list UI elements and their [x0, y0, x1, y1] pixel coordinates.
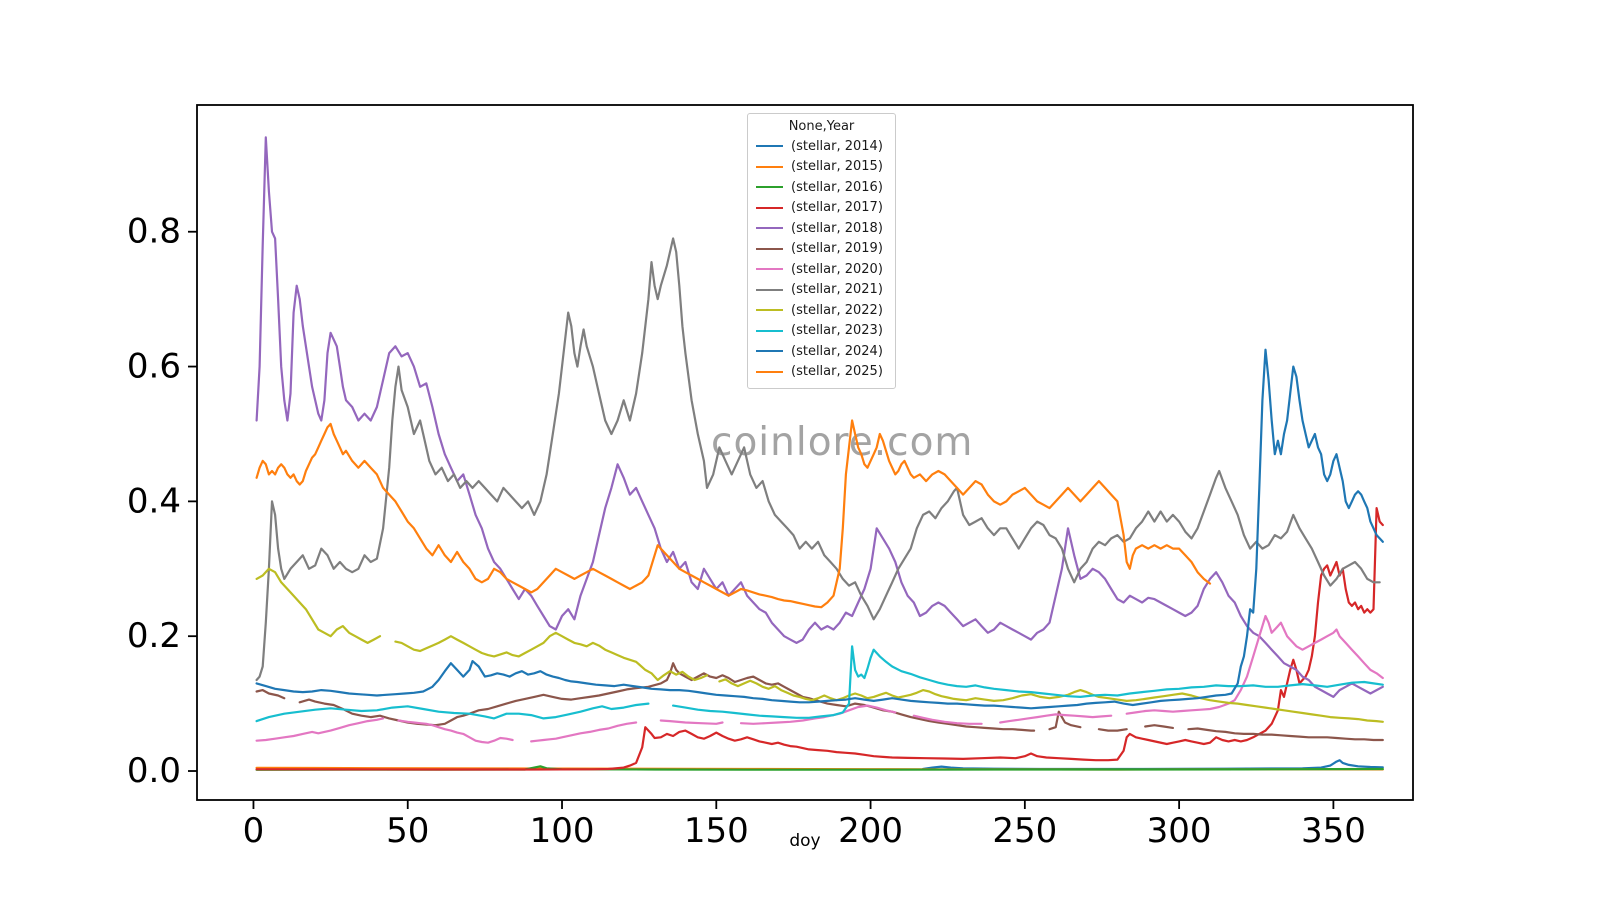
legend-label-stellar-2018: (stellar, 2018): [791, 220, 883, 236]
y-tick-label: 0.6: [127, 347, 181, 387]
series-group: [255, 136, 1384, 771]
legend-label-stellar-2016: (stellar, 2016): [791, 179, 883, 195]
legend-item-stellar-2020: (stellar, 2020): [756, 259, 887, 280]
x-tick-label: 100: [530, 811, 595, 851]
x-tick-label: 250: [992, 811, 1057, 851]
x-tick-label: 150: [684, 811, 749, 851]
legend-label-stellar-2021: (stellar, 2021): [791, 282, 883, 298]
legend-swatch-stellar-2025: [756, 370, 783, 373]
x-tick-label: 300: [1147, 811, 1212, 851]
legend-swatch-stellar-2019: [756, 247, 783, 250]
series-line-stellar-2014: [921, 759, 1384, 771]
series-line-stellar-2022: [255, 567, 1384, 723]
legend-swatch-stellar-2021: [756, 288, 783, 291]
y-tick-label: 0.4: [127, 481, 181, 521]
legend-swatch-stellar-2020: [756, 268, 783, 271]
legend-label-stellar-2020: (stellar, 2020): [791, 261, 883, 277]
legend-label-stellar-2017: (stellar, 2017): [791, 200, 883, 216]
series-line-stellar-2017: [255, 507, 1384, 771]
legend-item-stellar-2016: (stellar, 2016): [756, 177, 887, 198]
legend-item-stellar-2025: (stellar, 2025): [756, 362, 887, 383]
series-line-stellar-2020: [255, 614, 1384, 744]
series-line-stellar-2021: [255, 237, 1381, 682]
x-tick-label: 50: [386, 811, 429, 851]
legend-swatch-stellar-2018: [756, 227, 783, 230]
legend-swatch-stellar-2017: [756, 206, 783, 209]
x-tick-label: 200: [838, 811, 903, 851]
legend-swatch-stellar-2024: [756, 350, 783, 353]
series-line-stellar-2018: [255, 136, 1384, 698]
legend-items: (stellar, 2014) (stellar, 2015) (stellar, …: [756, 136, 887, 382]
y-tick-label: 0.8: [127, 212, 181, 252]
legend-swatch-stellar-2014: [756, 145, 783, 148]
series-line-stellar-2019: [255, 662, 1384, 742]
legend-swatch-stellar-2022: [756, 309, 783, 312]
legend: None,Year (stellar, 2014) (stellar, 2015)…: [747, 113, 896, 389]
legend-label-stellar-2022: (stellar, 2022): [791, 302, 883, 318]
legend-item-stellar-2021: (stellar, 2021): [756, 280, 887, 301]
legend-label-stellar-2015: (stellar, 2015): [791, 159, 883, 175]
legend-item-stellar-2014: (stellar, 2014): [756, 136, 887, 157]
legend-item-stellar-2022: (stellar, 2022): [756, 300, 887, 321]
legend-label-stellar-2025: (stellar, 2025): [791, 364, 883, 380]
y-tick-label: 0.2: [127, 616, 181, 656]
axes-spines: [196, 104, 1414, 801]
watermark: coinlore.com: [711, 420, 974, 465]
legend-label-stellar-2023: (stellar, 2023): [791, 323, 883, 339]
series-line-stellar-2025: [255, 419, 1212, 609]
legend-item-stellar-2015: (stellar, 2015): [756, 157, 887, 178]
series-line-stellar-2024: [255, 348, 1384, 710]
x-axis-label: doy: [789, 831, 821, 851]
legend-item-stellar-2023: (stellar, 2023): [756, 321, 887, 342]
y-tick-label: 0.0: [127, 751, 181, 791]
legend-title: None,Year: [788, 119, 855, 134]
legend-swatch-stellar-2016: [756, 186, 783, 189]
legend-item-stellar-2018: (stellar, 2018): [756, 218, 887, 239]
legend-label-stellar-2024: (stellar, 2024): [791, 343, 883, 359]
legend-item-stellar-2019: (stellar, 2019): [756, 239, 887, 260]
legend-item-stellar-2024: (stellar, 2024): [756, 341, 887, 362]
series-line-stellar-2023: [255, 645, 1384, 723]
legend-swatch-stellar-2023: [756, 329, 783, 332]
x-tick-label: 0: [243, 811, 265, 851]
legend-item-stellar-2017: (stellar, 2017): [756, 198, 887, 219]
legend-label-stellar-2019: (stellar, 2019): [791, 241, 883, 257]
legend-swatch-stellar-2015: [756, 165, 783, 168]
legend-label-stellar-2014: (stellar, 2014): [791, 138, 883, 154]
x-tick-label: 350: [1301, 811, 1366, 851]
